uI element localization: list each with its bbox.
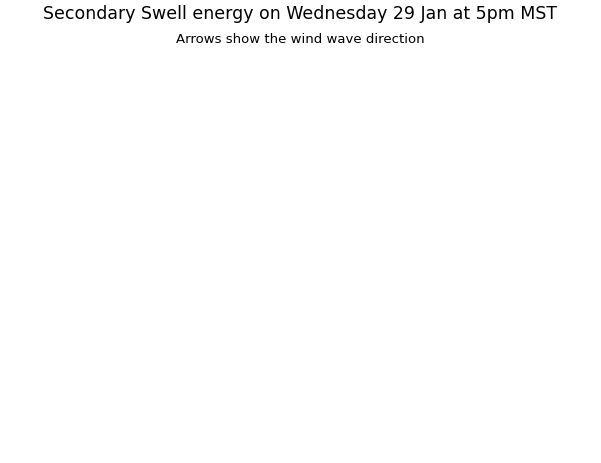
Text: cartopy required for map rendering: cartopy required for map rendering bbox=[153, 248, 448, 265]
Text: Arrows show the wind wave direction: Arrows show the wind wave direction bbox=[176, 32, 425, 45]
Text: Secondary Swell energy on Wednesday 29 Jan at 5pm MST: Secondary Swell energy on Wednesday 29 J… bbox=[43, 5, 558, 23]
